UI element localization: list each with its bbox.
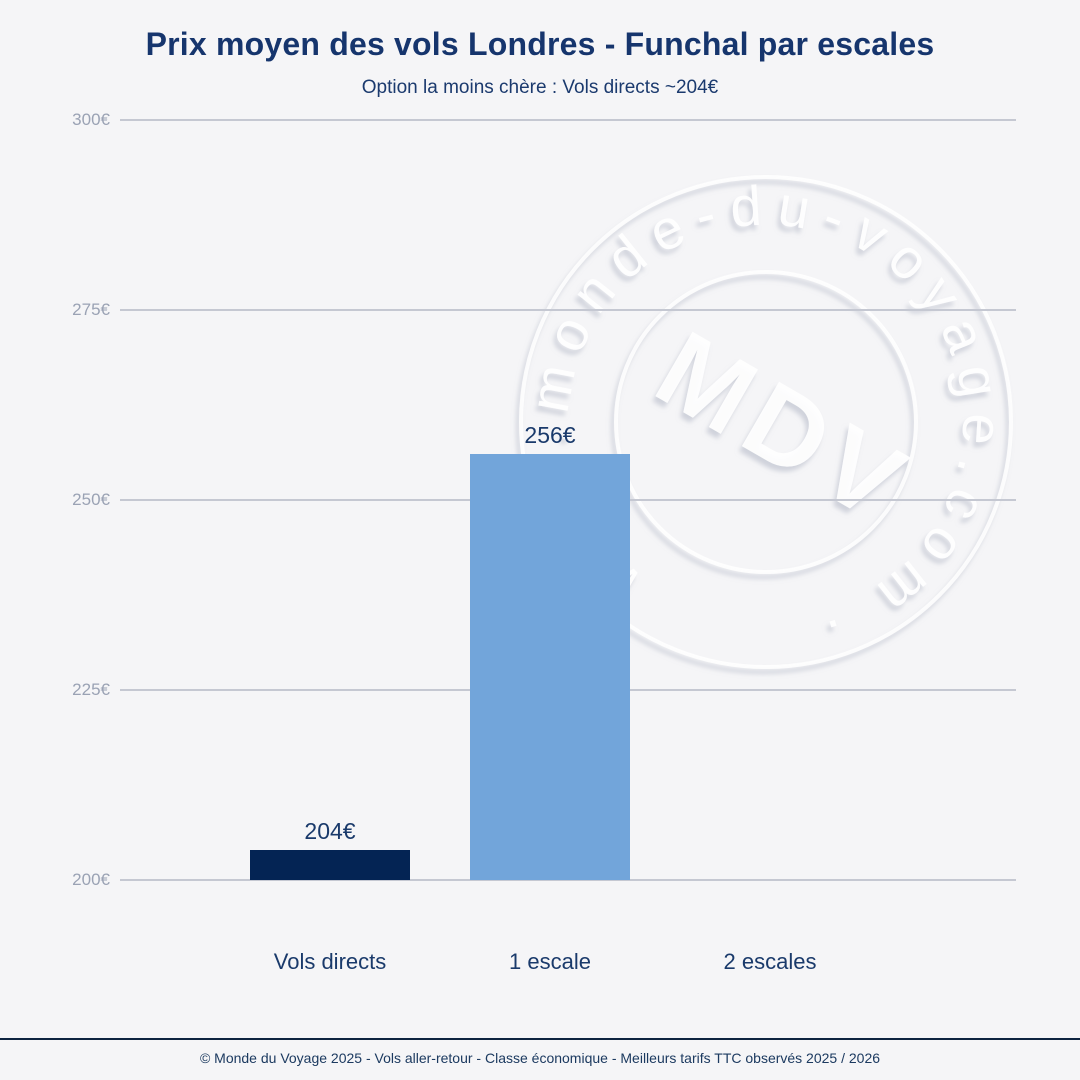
x-axis-category-label: 1 escale [509,949,591,974]
y-axis-tick-label: 300€ [72,110,110,129]
y-axis-tick-label: 225€ [72,680,110,699]
gridline-275 [120,309,1016,311]
y-axis-tick-label: 200€ [72,870,110,889]
x-axis-category-label: Vols directs [273,949,387,974]
chart-title: Prix moyen des vols Londres - Funchal pa… [145,26,935,62]
bar-value-label: 204€ [304,817,356,844]
gridline-300 [120,119,1016,121]
gridline-200 [120,879,1016,881]
footer-credit: © Monde du Voyage 2025 - Vols aller-reto… [199,1050,881,1066]
chart-subtitle: Option la moins chère : Vols directs ~20… [361,77,719,98]
bar-1-escale [470,454,630,880]
y-axis-tick-label: 275€ [72,300,110,319]
y-axis-tick-label: 250€ [72,490,110,509]
bar-value-label: 256€ [524,422,576,449]
x-axis-category-label: 2 escales [723,949,817,974]
bar-vols-directs [250,849,410,880]
footer-divider [0,1038,1080,1040]
